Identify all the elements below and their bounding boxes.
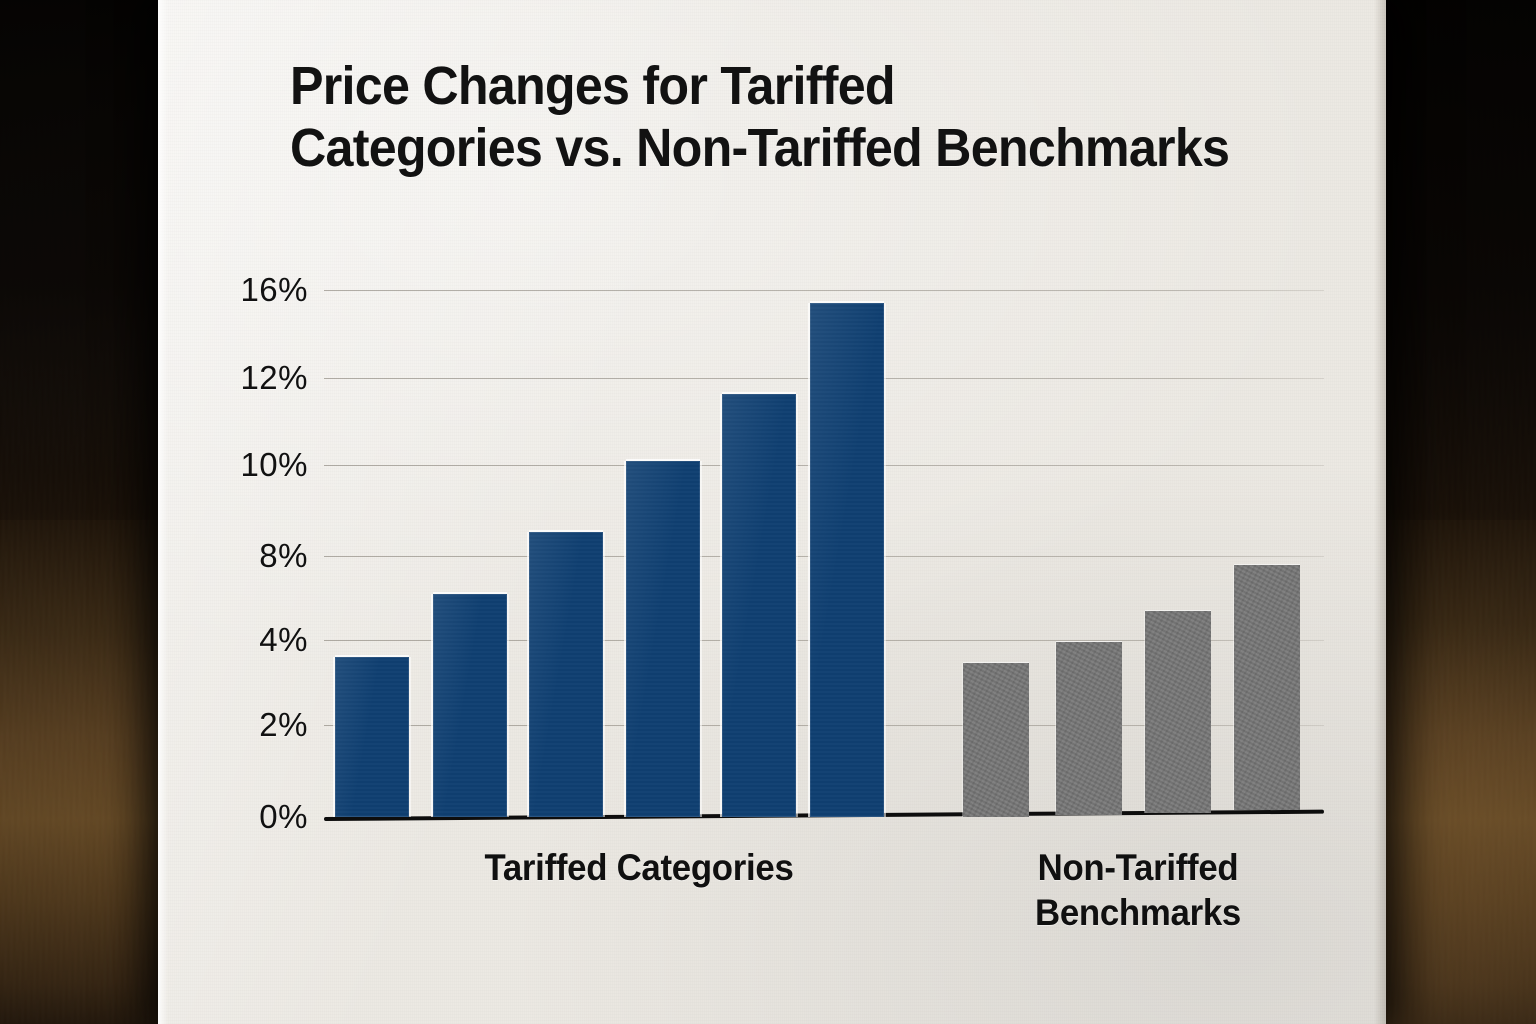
y-axis-tick-label: 4%	[259, 621, 308, 658]
chart-title-line-2: Categories vs. Non-Tariffed Benchmarks	[290, 117, 1230, 178]
bar-tariffed-1	[335, 657, 409, 817]
x-axis-group-label-1: Tariffed Categories	[418, 845, 860, 890]
bar-benchmark-1	[963, 663, 1029, 817]
y-axis-tick-label: 12%	[240, 359, 308, 396]
y-axis-tick-label: 16%	[240, 271, 308, 308]
bar-benchmark-4	[1234, 565, 1300, 811]
group-label-line: Non-Tariffed	[1037, 847, 1239, 888]
y-axis-tick-label: 2%	[259, 706, 308, 743]
gridline	[324, 290, 1324, 291]
group-label-line: Tariffed Categories	[484, 847, 794, 888]
paper-chart-card: Price Changes for Tariffed Categories vs…	[158, 0, 1386, 1024]
bar-tariffed-2	[433, 594, 507, 817]
paper-left-edge-highlight	[158, 0, 168, 1024]
bar-tariffed-4	[626, 461, 700, 817]
bar-tariffed-3	[529, 532, 603, 817]
chart-title: Price Changes for Tariffed Categories vs…	[290, 56, 1276, 179]
plot-area: 16% 12% 10% 8% 4% 2% 0% Tariffed Categories Non-…	[158, 0, 1386, 1024]
bar-benchmark-3	[1145, 611, 1211, 813]
paper-right-edge-shadow	[1374, 0, 1386, 1024]
bar-tariffed-5	[722, 394, 796, 817]
y-axis-tick-label: 10%	[240, 446, 308, 483]
y-axis-tick-label: 0%	[259, 798, 308, 835]
y-axis-tick-label: 8%	[259, 537, 308, 574]
group-label-line: Benchmarks	[1035, 892, 1241, 934]
x-axis-group-label-2: Non-Tariffed Benchmarks	[988, 845, 1289, 935]
bar-tariffed-6	[810, 303, 884, 817]
bar-benchmark-2	[1056, 642, 1122, 815]
chart-title-line-1: Price Changes for Tariffed	[290, 56, 896, 116]
